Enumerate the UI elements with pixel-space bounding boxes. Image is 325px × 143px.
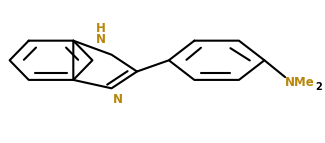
Text: 2: 2 (315, 82, 322, 92)
Text: NMe: NMe (285, 76, 315, 89)
Text: N: N (96, 33, 105, 46)
Text: N: N (113, 93, 123, 106)
Text: H: H (96, 22, 105, 35)
